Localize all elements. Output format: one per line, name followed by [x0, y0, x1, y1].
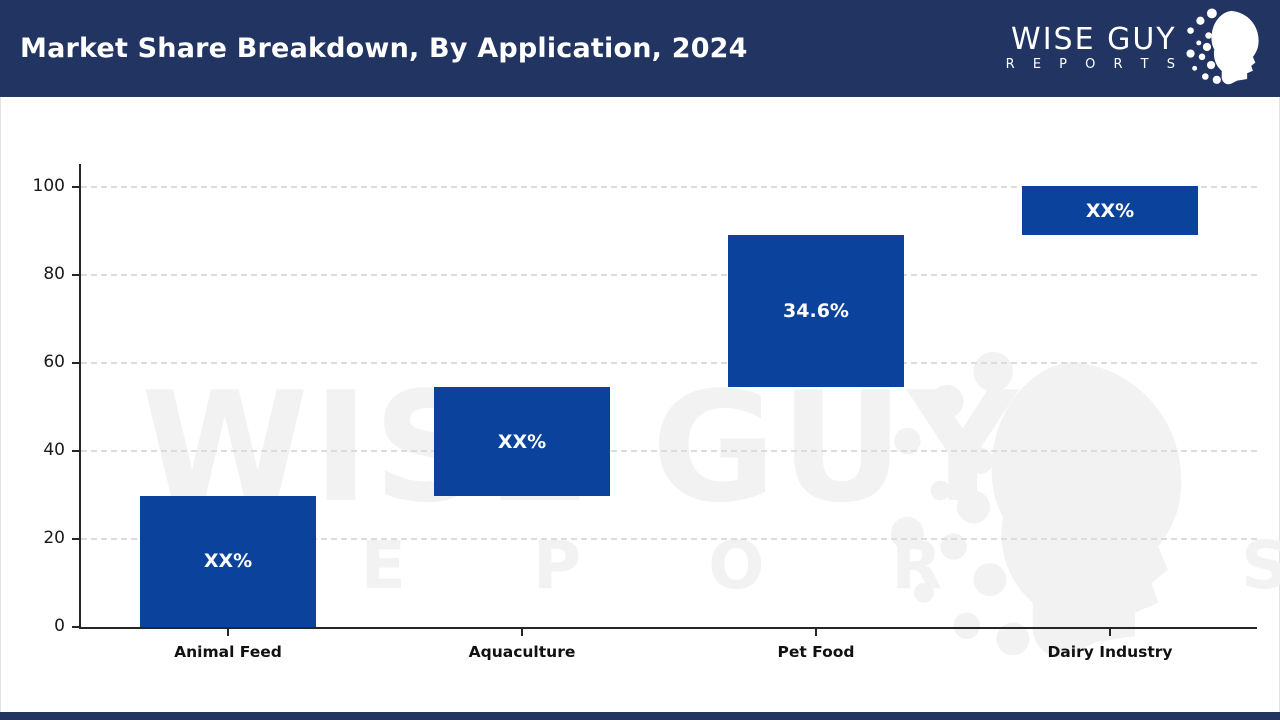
- x-tick-mark: [815, 629, 817, 636]
- gridline: [81, 274, 1257, 276]
- brand-logo: WISE GUY R E P O R T S: [1006, 6, 1280, 92]
- header-bar: Market Share Breakdown, By Application, …: [0, 0, 1280, 97]
- y-tick-label: 0: [54, 616, 65, 636]
- y-tick-label: 100: [32, 176, 65, 196]
- x-tick-mark: [521, 629, 523, 636]
- footer-bar: [0, 712, 1280, 720]
- bar-value-label: 34.6%: [783, 300, 849, 323]
- bar-value-label: XX%: [1085, 199, 1135, 222]
- gridline: [81, 362, 1257, 364]
- watermark-head-icon: [881, 307, 1211, 711]
- bar: XX%: [434, 387, 610, 496]
- bar: XX%: [1022, 186, 1198, 235]
- y-tick-mark: [72, 538, 79, 540]
- y-tick-mark: [72, 274, 79, 276]
- y-tick-label: 40: [43, 440, 65, 460]
- chart-canvas: WISE GUY R E P O R T S 0 20 40 60 80 100 XX% An…: [0, 97, 1280, 712]
- brand-name: WISE GUY: [1011, 21, 1177, 57]
- x-tick-mark: [227, 629, 229, 636]
- x-axis: [79, 627, 1257, 629]
- bar: XX%: [140, 495, 316, 627]
- bar-value-label: XX%: [203, 550, 253, 573]
- bar: 34.6%: [728, 234, 904, 388]
- y-tick-label: 20: [43, 528, 65, 548]
- gridline: [81, 538, 1257, 540]
- y-tick-label: 60: [43, 352, 65, 372]
- brand-wordmark: WISE GUY R E P O R T S: [1005, 21, 1182, 73]
- y-tick-mark: [72, 450, 79, 452]
- y-tick-label: 80: [43, 264, 65, 284]
- x-tick-label: Animal Feed: [174, 643, 282, 661]
- gridline: [81, 186, 1257, 188]
- x-tick-label: Pet Food: [777, 643, 855, 661]
- y-tick-mark: [72, 626, 79, 628]
- gridline: [81, 450, 1257, 452]
- x-tick-mark: [1109, 629, 1111, 636]
- brand-head-icon: [1184, 6, 1266, 92]
- x-tick-label: Dairy Industry: [1047, 643, 1173, 661]
- y-tick-mark: [72, 362, 79, 364]
- page-title: Market Share Breakdown, By Application, …: [20, 33, 748, 64]
- y-axis: [79, 164, 81, 629]
- bar-value-label: XX%: [497, 430, 547, 453]
- y-tick-mark: [72, 186, 79, 188]
- x-tick-label: Aquaculture: [468, 643, 576, 661]
- brand-subname: R E P O R T S: [1005, 56, 1182, 72]
